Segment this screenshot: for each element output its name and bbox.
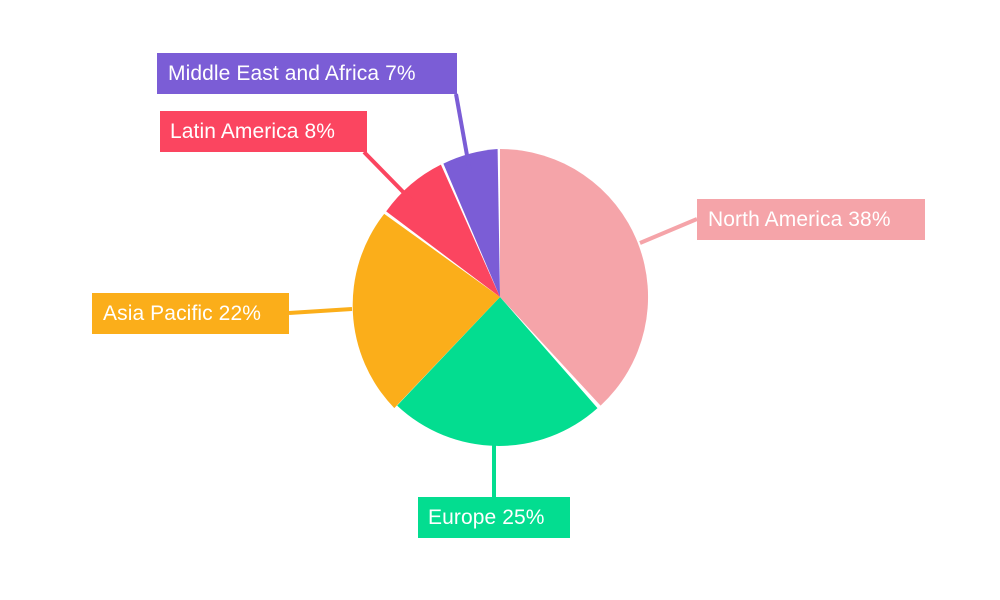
pie-label-middle-east-africa[interactable]: Middle East and Africa 7%: [157, 53, 457, 94]
pie-label-middle-east-africa-text: Middle East and Africa 7%: [168, 62, 416, 85]
leader-line-north-america: [639, 217, 698, 245]
pie-label-asia-pacific[interactable]: Asia Pacific 22%: [92, 293, 289, 334]
pie-label-europe[interactable]: Europe 25%: [418, 497, 570, 538]
pie-slice-middle-east-africa[interactable]: [443, 149, 500, 297]
leader-lines: [288, 93, 698, 498]
pie-label-latin-america-text: Latin America 8%: [170, 120, 336, 143]
pie-label-north-america[interactable]: North America 38%: [697, 199, 925, 240]
pie-slices: [352, 148, 649, 446]
pie-slice-north-america[interactable]: [500, 148, 649, 406]
pie-slice-asia-pacific[interactable]: [352, 213, 500, 409]
leader-line-asia-pacific: [288, 307, 353, 315]
leader-line-latin-america: [362, 150, 414, 203]
pie-label-europe-text: Europe 25%: [428, 506, 545, 529]
pie-slice-latin-america[interactable]: [386, 164, 500, 297]
pie-label-asia-pacific-text: Asia Pacific 22%: [103, 302, 262, 325]
pie-label-latin-america[interactable]: Latin America 8%: [160, 111, 367, 152]
pie-label-north-america-text: North America 38%: [708, 208, 891, 231]
leader-line-middle-east-africa: [454, 93, 472, 173]
pie-slice-europe[interactable]: [397, 297, 598, 446]
